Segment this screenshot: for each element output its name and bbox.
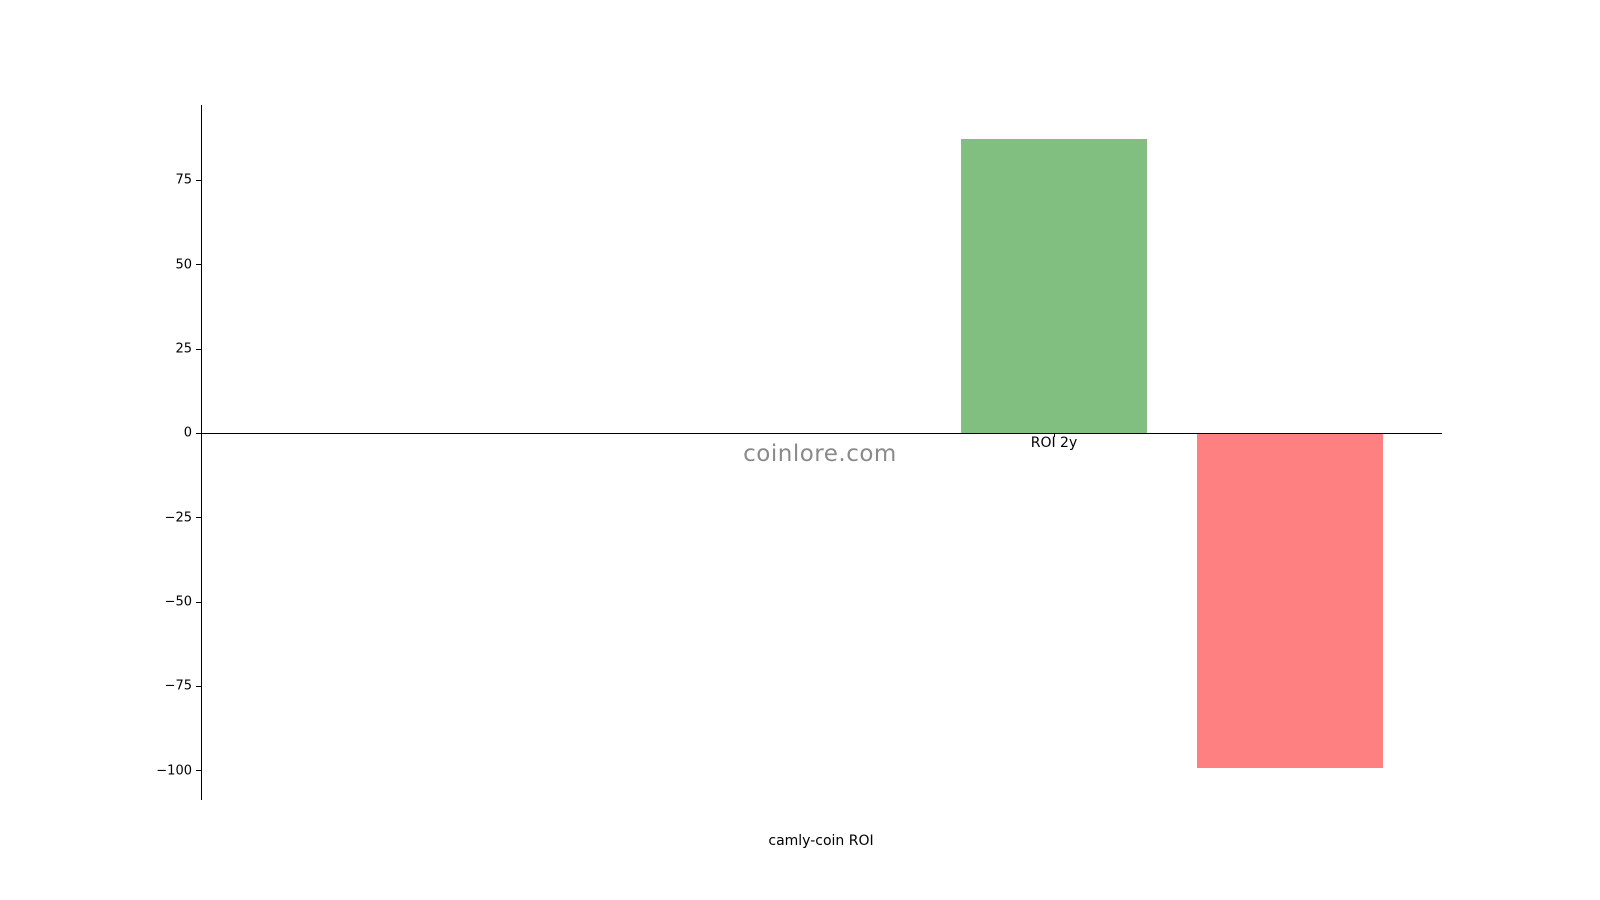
- y-tick-mark: [196, 601, 201, 603]
- x-tick-label-roi-2y: ROI 2y: [1030, 435, 1078, 451]
- y-tick-label: −25: [164, 510, 192, 526]
- y-axis-line: [201, 105, 202, 800]
- y-tick-mark: [196, 770, 201, 772]
- x-axis-line: [201, 433, 1442, 434]
- y-tick-mark: [196, 179, 201, 181]
- y-tick-label: −50: [164, 594, 192, 610]
- y-tick-mark: [196, 685, 201, 687]
- x-tick-mark: [1054, 433, 1055, 437]
- y-tick-label: −75: [164, 678, 192, 694]
- bar-positive: [961, 139, 1147, 433]
- x-axis-title: camly-coin ROI: [768, 833, 874, 849]
- watermark-coinlore: coinlore.com: [743, 441, 897, 467]
- y-tick-mark: [196, 432, 201, 434]
- y-tick-mark: [196, 517, 201, 519]
- y-tick-mark: [196, 348, 201, 350]
- y-tick-label: 25: [175, 341, 192, 357]
- y-tick-label: 0: [183, 425, 192, 441]
- y-tick-label: 50: [175, 257, 192, 273]
- y-tick-label: 75: [175, 172, 192, 188]
- y-tick-mark: [196, 264, 201, 266]
- bar-negative: [1197, 434, 1383, 768]
- y-tick-label: −100: [156, 763, 192, 779]
